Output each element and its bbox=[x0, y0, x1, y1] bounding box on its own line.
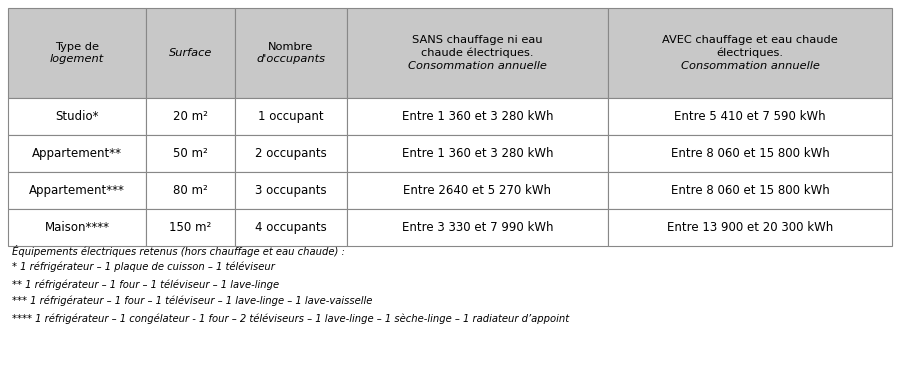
Text: Entre 2640 et 5 270 kWh: Entre 2640 et 5 270 kWh bbox=[403, 184, 552, 197]
Text: Entre 1 360 et 3 280 kWh: Entre 1 360 et 3 280 kWh bbox=[401, 147, 554, 160]
Text: Équipements électriques retenus (hors chauffage et eau chaude) :: Équipements électriques retenus (hors ch… bbox=[12, 245, 345, 257]
Text: * 1 réfrigérateur – 1 plaque de cuisson – 1 téléviseur: * 1 réfrigérateur – 1 plaque de cuisson … bbox=[12, 262, 274, 272]
Text: 150 m²: 150 m² bbox=[169, 221, 211, 234]
Text: **** 1 réfrigérateur – 1 congélateur - 1 four – 2 téléviseurs – 1 lave-linge – 1: **** 1 réfrigérateur – 1 congélateur - 1… bbox=[12, 313, 569, 323]
Text: 1 occupant: 1 occupant bbox=[258, 110, 324, 123]
Bar bbox=[346, 209, 608, 246]
Bar bbox=[235, 172, 346, 209]
Bar bbox=[146, 8, 235, 98]
Bar bbox=[8, 135, 146, 172]
Text: Entre 13 900 et 20 300 kWh: Entre 13 900 et 20 300 kWh bbox=[667, 221, 833, 234]
Bar bbox=[608, 209, 892, 246]
Bar bbox=[608, 8, 892, 98]
Bar bbox=[346, 172, 608, 209]
Bar bbox=[146, 172, 235, 209]
Bar bbox=[608, 135, 892, 172]
Text: Entre 5 410 et 7 590 kWh: Entre 5 410 et 7 590 kWh bbox=[674, 110, 826, 123]
Bar bbox=[346, 98, 608, 135]
Text: 3 occupants: 3 occupants bbox=[255, 184, 327, 197]
Text: 2 occupants: 2 occupants bbox=[255, 147, 327, 160]
Bar bbox=[235, 135, 346, 172]
Bar bbox=[608, 98, 892, 135]
Bar bbox=[8, 209, 146, 246]
Text: Entre 1 360 et 3 280 kWh: Entre 1 360 et 3 280 kWh bbox=[401, 110, 554, 123]
Bar bbox=[8, 8, 146, 98]
Text: AVEC chauffage et eau chaude: AVEC chauffage et eau chaude bbox=[662, 35, 838, 45]
Bar bbox=[8, 172, 146, 209]
Text: ** 1 réfrigérateur – 1 four – 1 téléviseur – 1 lave-linge: ** 1 réfrigérateur – 1 four – 1 télévise… bbox=[12, 279, 279, 289]
Text: Consommation annuelle: Consommation annuelle bbox=[680, 61, 820, 71]
Text: Nombre: Nombre bbox=[268, 42, 313, 52]
Text: Entre 8 060 et 15 800 kWh: Entre 8 060 et 15 800 kWh bbox=[670, 147, 830, 160]
Bar bbox=[346, 135, 608, 172]
Bar bbox=[146, 209, 235, 246]
Text: électriques.: électriques. bbox=[716, 48, 784, 58]
Text: Appartement***: Appartement*** bbox=[29, 184, 125, 197]
Text: Maison****: Maison**** bbox=[44, 221, 110, 234]
Text: Consommation annuelle: Consommation annuelle bbox=[408, 61, 547, 71]
Text: *** 1 réfrigérateur – 1 four – 1 téléviseur – 1 lave-linge – 1 lave-vaisselle: *** 1 réfrigérateur – 1 four – 1 télévis… bbox=[12, 296, 373, 306]
Text: 80 m²: 80 m² bbox=[173, 184, 208, 197]
Text: logement: logement bbox=[50, 54, 104, 64]
Text: 20 m²: 20 m² bbox=[173, 110, 208, 123]
Text: SANS chauffage ni eau: SANS chauffage ni eau bbox=[412, 35, 543, 45]
Text: Type de: Type de bbox=[55, 42, 99, 52]
Text: chaude électriques.: chaude électriques. bbox=[421, 48, 534, 58]
Bar bbox=[146, 135, 235, 172]
Bar bbox=[608, 172, 892, 209]
Text: Entre 8 060 et 15 800 kWh: Entre 8 060 et 15 800 kWh bbox=[670, 184, 830, 197]
Text: Entre 3 330 et 7 990 kWh: Entre 3 330 et 7 990 kWh bbox=[401, 221, 554, 234]
Text: 50 m²: 50 m² bbox=[173, 147, 208, 160]
Text: Surface: Surface bbox=[169, 48, 212, 58]
Text: Studio*: Studio* bbox=[55, 110, 99, 123]
Bar bbox=[235, 8, 346, 98]
Bar bbox=[346, 8, 608, 98]
Text: d'occupants: d'occupants bbox=[256, 54, 326, 64]
Bar bbox=[235, 98, 346, 135]
Bar bbox=[235, 209, 346, 246]
Bar bbox=[8, 98, 146, 135]
Bar bbox=[146, 98, 235, 135]
Text: Appartement**: Appartement** bbox=[32, 147, 122, 160]
Text: 4 occupants: 4 occupants bbox=[255, 221, 327, 234]
